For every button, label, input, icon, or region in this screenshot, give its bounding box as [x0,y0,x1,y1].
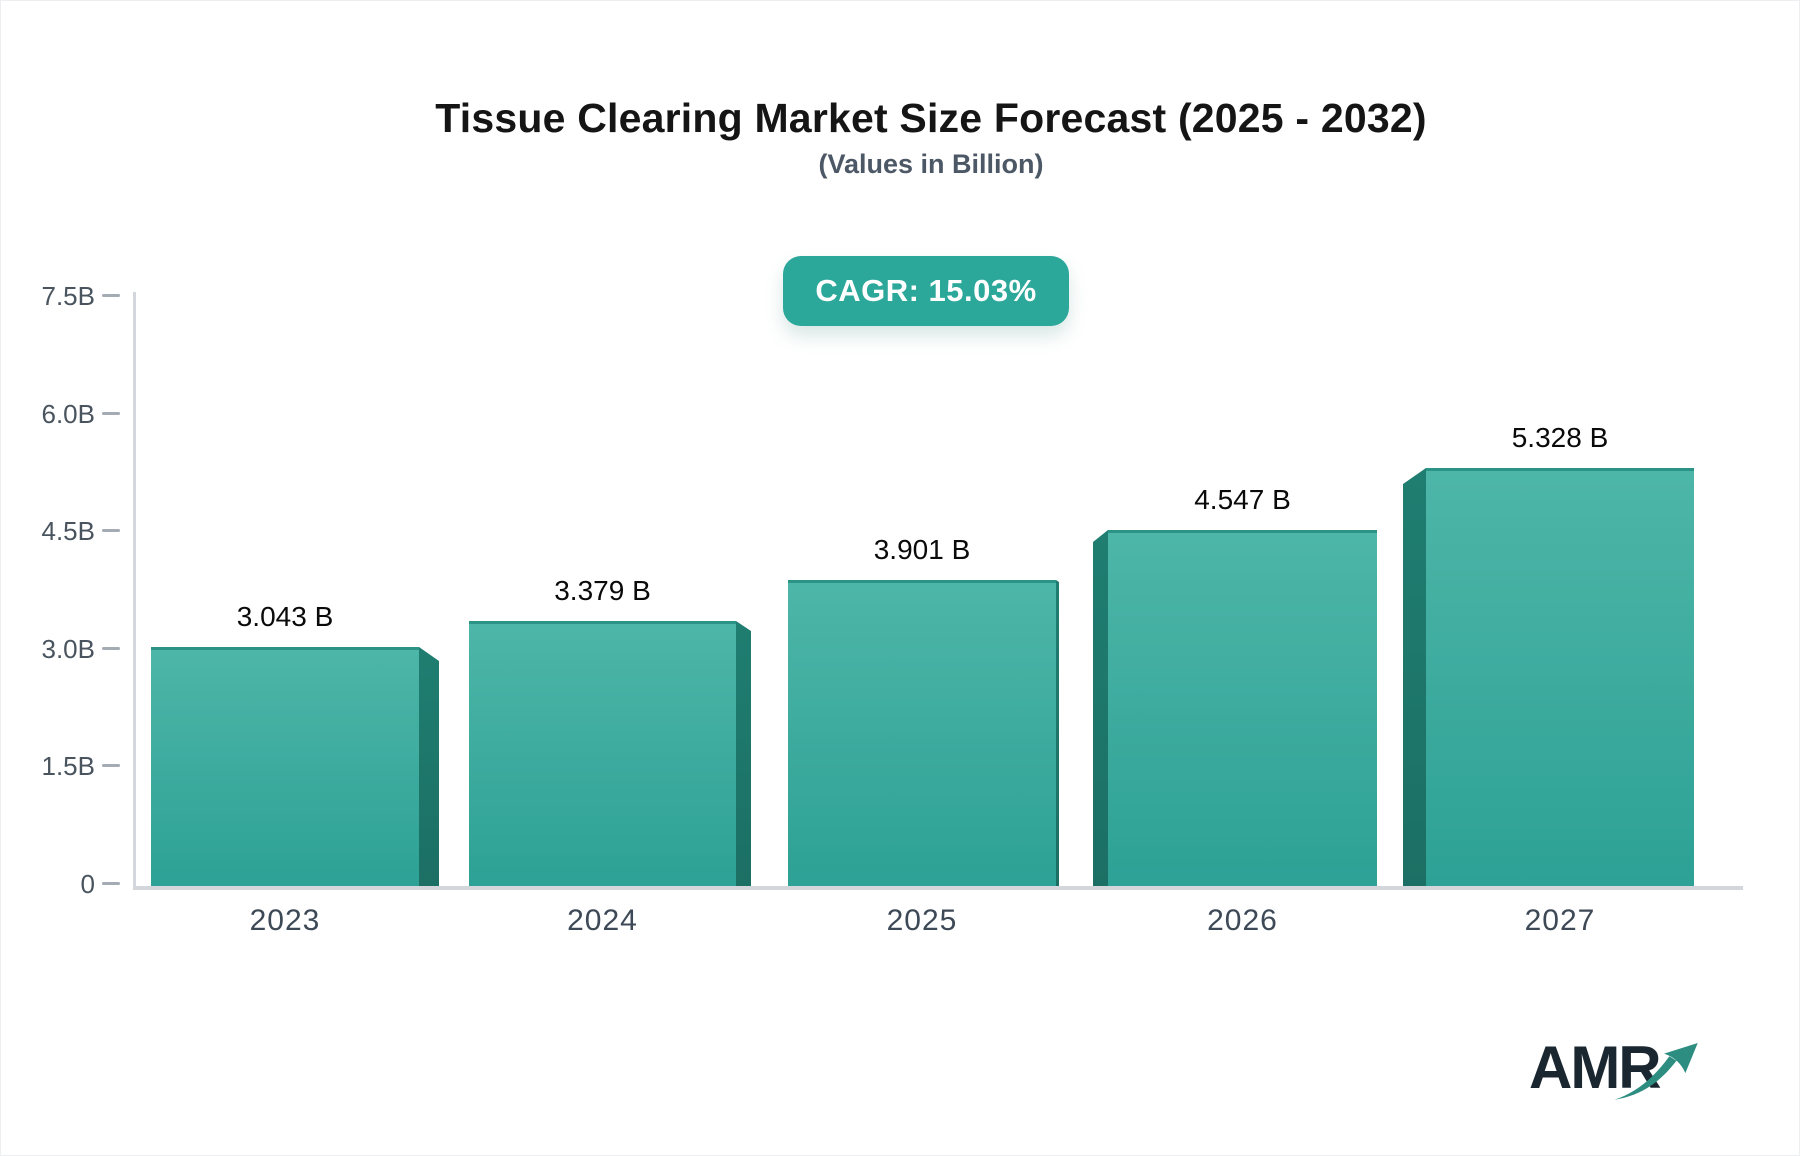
bar-value-label-2023: 3.043 B [236,601,334,632]
y-tick-dash [102,764,120,767]
x-tick-label-2025: 2025 [886,904,958,937]
bar-face-2026 [1108,530,1377,886]
x-axis-line [133,886,1743,890]
y-tick-label: 3.0B [41,634,96,664]
bar-value-label-2027: 5.328 B [1511,422,1609,453]
x-tick-label-2024: 2024 [567,904,638,937]
bar-face-2024 [469,621,736,886]
bar-value-label-2025: 3.901 B [873,534,971,565]
y-tick-label: 4.5B [41,516,96,546]
growth-arrow-icon [1614,1043,1698,1100]
bar-side-2025 [1056,580,1059,886]
y-tick-dash [102,882,120,885]
bar-face-2023 [151,647,419,886]
cagr-badge: CAGR: 15.03% [783,256,1069,326]
y-tick-label: 1.5B [41,751,96,781]
x-tick-label-2023: 2023 [249,904,321,937]
bar-side-2024 [736,621,751,886]
y-tick-dash [102,529,120,532]
y-tick-label: 6.0B [41,399,96,429]
page-title: Tissue Clearing Market Size Forecast (20… [435,95,1427,141]
x-tick-label-2027: 2027 [1524,904,1596,937]
y-tick-label: 0 [80,869,95,899]
bar-face-2027 [1426,468,1694,886]
amr-logo: AMR [1529,1033,1719,1113]
bar-face-2025 [788,580,1056,886]
x-tick-label-2026: 2026 [1207,904,1278,937]
y-tick-dash [102,412,120,415]
y-tick-label: 7.5B [41,281,96,311]
bar-value-label-2024: 3.379 B [554,575,651,606]
bar-side-2027 [1403,468,1426,886]
y-tick-dash [102,647,120,650]
bar-side-2026 [1093,530,1108,886]
bar-value-label-2026: 4.547 B [1194,484,1291,515]
y-axis-line [133,292,136,889]
bar-side-2023 [419,647,439,886]
page-subtitle: (Values in Billion) [818,149,1044,179]
y-tick-dash [102,294,120,297]
